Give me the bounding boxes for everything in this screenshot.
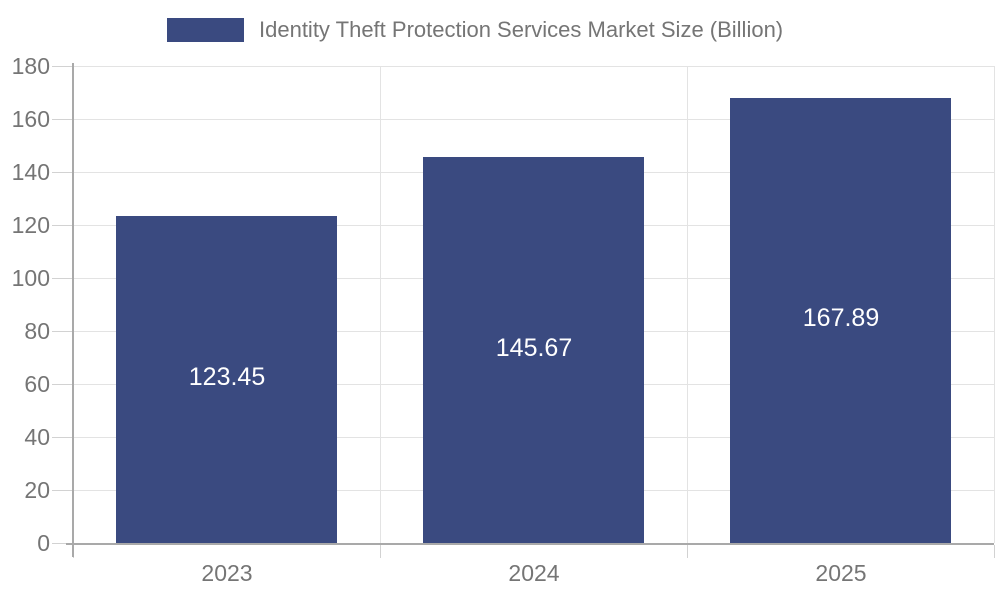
y-tick xyxy=(52,384,73,385)
y-tick-label: 100 xyxy=(11,265,50,291)
bar xyxy=(423,157,644,543)
y-axis-line xyxy=(72,63,74,557)
x-axis-line xyxy=(66,543,994,545)
y-tick-label: 160 xyxy=(11,106,50,132)
y-tick xyxy=(52,278,73,279)
y-tick-label: 0 xyxy=(37,530,50,556)
y-tick xyxy=(52,66,73,67)
y-gridline xyxy=(73,66,994,67)
y-tick xyxy=(52,172,73,173)
x-tick-label: 2023 xyxy=(201,560,253,586)
y-tick xyxy=(52,490,73,491)
legend: Identity Theft Protection Services Marke… xyxy=(167,18,783,42)
y-tick xyxy=(52,437,73,438)
x-tick-label: 2024 xyxy=(508,560,560,586)
x-tick-label: 2025 xyxy=(815,560,867,586)
legend-label: Identity Theft Protection Services Marke… xyxy=(259,17,784,42)
x-tick xyxy=(687,545,688,558)
bar xyxy=(730,98,951,543)
y-tick xyxy=(52,225,73,226)
x-gridline xyxy=(994,66,995,543)
x-tick xyxy=(380,545,381,558)
x-gridline xyxy=(687,66,688,543)
legend-swatch xyxy=(167,18,244,42)
y-tick-label: 180 xyxy=(11,53,50,79)
bar-value-label: 167.89 xyxy=(802,304,880,332)
y-tick xyxy=(52,331,73,332)
y-tick-label: 60 xyxy=(24,371,50,397)
bar-value-label: 145.67 xyxy=(495,334,573,362)
y-tick xyxy=(52,543,73,544)
y-tick-label: 40 xyxy=(24,424,50,450)
y-tick-label: 80 xyxy=(24,318,50,344)
y-tick-label: 120 xyxy=(11,212,50,238)
y-tick-label: 140 xyxy=(11,159,50,185)
y-tick-label: 20 xyxy=(24,477,50,503)
x-gridline xyxy=(380,66,381,543)
bar xyxy=(116,216,337,543)
bar-value-label: 123.45 xyxy=(188,363,266,391)
y-tick xyxy=(52,119,73,120)
y-gridline xyxy=(73,119,994,120)
x-tick xyxy=(994,545,995,558)
